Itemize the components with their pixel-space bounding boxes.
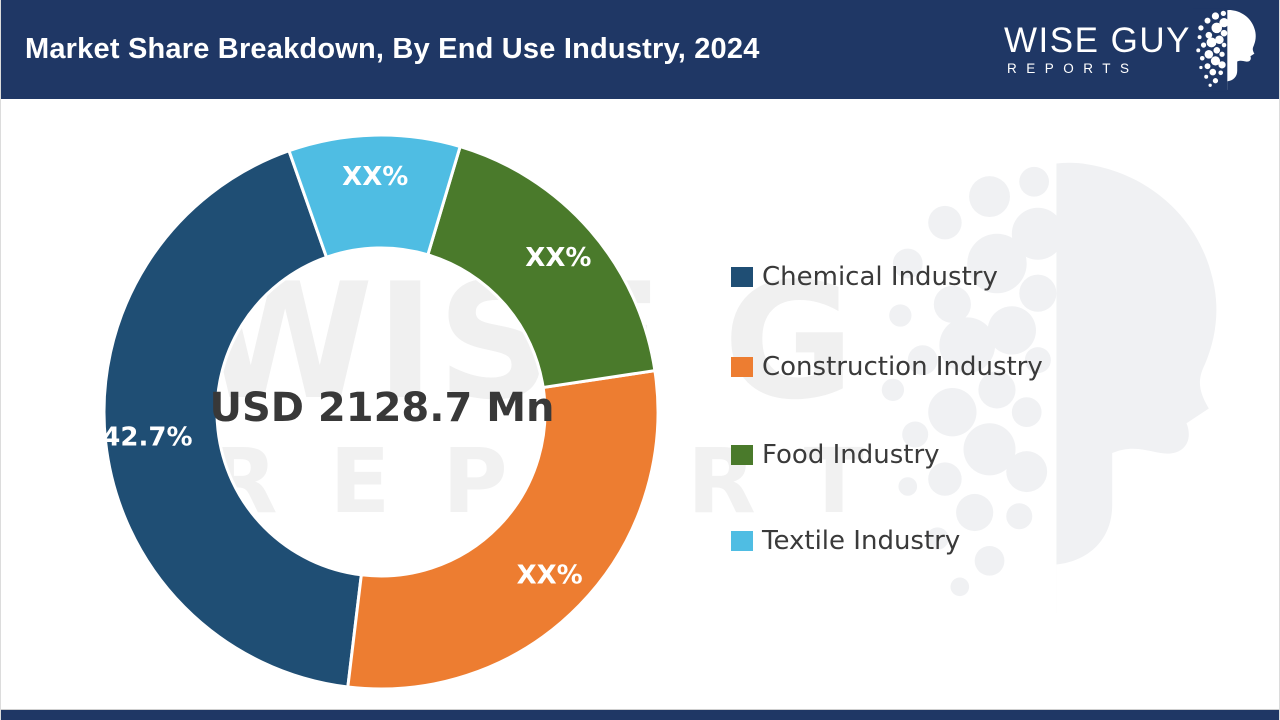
legend-item-chemical-industry: Chemical Industry — [731, 262, 998, 292]
legend-item-food-industry: Food Industry — [731, 440, 940, 470]
legend-label: Construction Industry — [762, 352, 1043, 382]
footer-bar — [1, 709, 1279, 720]
legend-swatch — [731, 267, 753, 287]
logo-head-icon — [1193, 7, 1256, 92]
legend-item-textile-industry: Textile Industry — [731, 526, 960, 556]
legend-label: Food Industry — [762, 440, 940, 470]
legend-item-construction-industry: Construction Industry — [731, 352, 1043, 382]
chart-segment-textile-industry — [287, 133, 463, 260]
wiseguy-logo: WISE GUY REPORTS — [1004, 7, 1259, 92]
legend-label: Chemical Industry — [762, 262, 998, 292]
chart-segment-food-industry — [425, 144, 657, 390]
segment-label: 42.7% — [102, 423, 192, 453]
segment-label: XX% — [517, 561, 583, 591]
watermark-head-icon — [863, 152, 1217, 624]
page-title: Market Share Breakdown, By End Use Indus… — [25, 33, 760, 65]
legend-swatch — [731, 357, 753, 377]
segment-label: XX% — [525, 243, 591, 273]
logo-text: WISE GUY REPORTS — [1004, 23, 1191, 76]
chart-segment-chemical-industry — [102, 148, 364, 689]
chart-segment-construction-industry — [346, 368, 660, 691]
chart-legend: Chemical Industry Construction Industry Fo… — [731, 0, 1061, 720]
logo-tagline: REPORTS — [1006, 61, 1139, 77]
legend-swatch — [731, 445, 753, 465]
title-bar: Market Share Breakdown, By End Use Indus… — [1, 0, 1279, 99]
legend-swatch — [731, 531, 753, 551]
segment-label: XX% — [342, 162, 408, 192]
logo-wordmark: WISE GUY — [1003, 21, 1191, 61]
legend-label: Textile Industry — [762, 526, 961, 556]
chart-center-value: USD 2128.7 Mn — [209, 385, 555, 431]
